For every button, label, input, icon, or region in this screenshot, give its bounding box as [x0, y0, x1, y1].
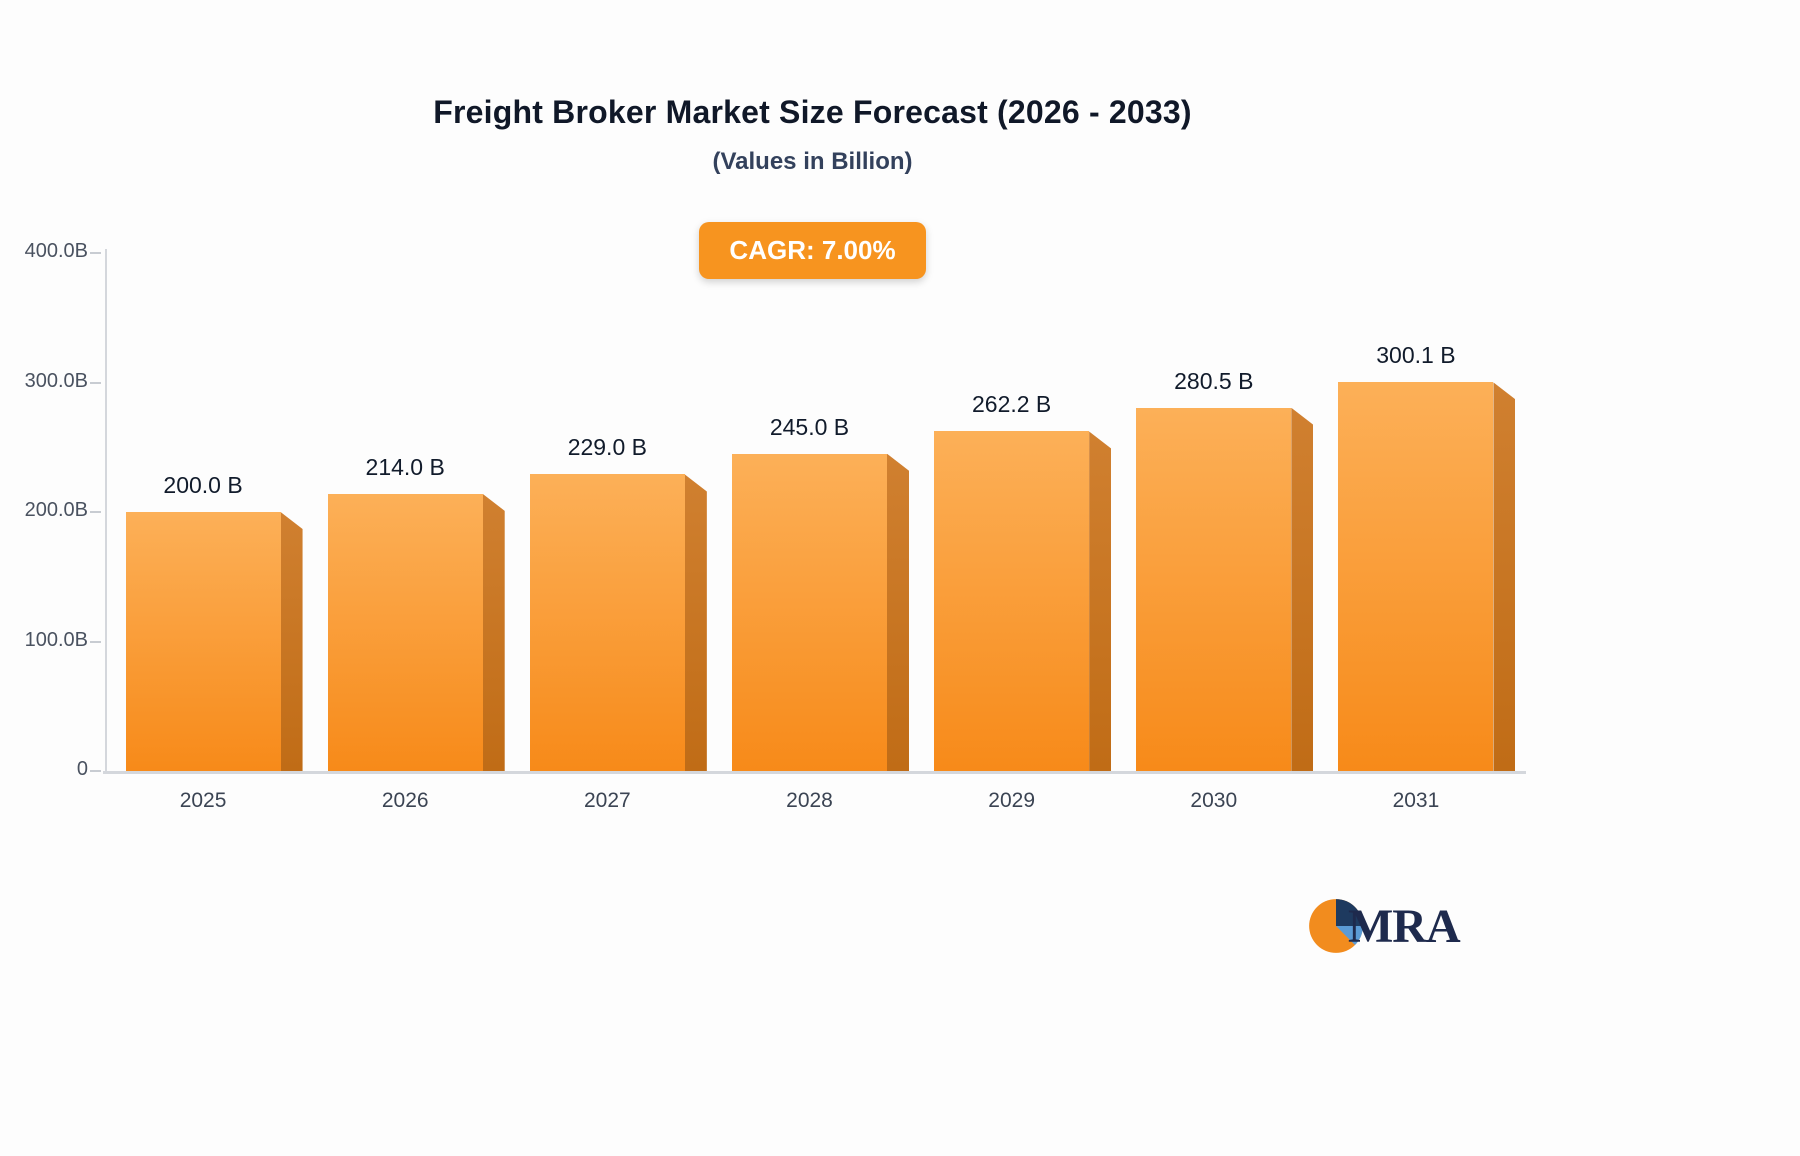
bar-group-2030: 280.5 B: [1136, 368, 1314, 771]
ytick-dash-400: [90, 252, 101, 254]
x-label-2029: 2029: [988, 789, 1035, 812]
ytick-dash-300: [90, 381, 101, 384]
ytick-label-100: 100.0B: [24, 628, 88, 651]
x-label-2031: 2031: [1392, 789, 1440, 812]
bar-value-2028: 245.0 B: [769, 413, 850, 440]
bar-group-2028: 245.0 B: [732, 414, 909, 771]
bar-value-2029: 262.2 B: [971, 391, 1052, 418]
bar-front-2031: [1338, 382, 1494, 771]
ytick-dash-200: [90, 511, 101, 513]
bar-value-2031: 300.1 B: [1376, 342, 1456, 369]
bar-front-2026: [327, 493, 483, 771]
bar-group-2031: 300.1 B: [1338, 342, 1516, 771]
ytick-label-300: 300.0B: [24, 369, 88, 392]
chart-subtitle: (Values in Billion): [712, 148, 913, 175]
logo-pie-icon: [1309, 899, 1363, 953]
bar-front-2028: [732, 453, 887, 771]
bar-value-2030: 280.5 B: [1174, 367, 1254, 394]
bar-value-2027: 229.0 B: [567, 434, 647, 461]
x-label-2025: 2025: [179, 789, 227, 812]
x-label-2026: 2026: [381, 789, 429, 812]
x-label-2027: 2027: [583, 789, 631, 812]
bar-group-2029: 262.2 B: [934, 391, 1112, 771]
bar-value-2025: 200.0 B: [163, 472, 243, 498]
ytick-label-400: 400.0B: [24, 240, 88, 262]
bar-side-2025: [280, 512, 303, 771]
bar-group-2026: 214.0 B: [327, 454, 505, 771]
bar-group-2025: 200.0 B: [125, 472, 303, 771]
bar-side-2028: [887, 453, 909, 771]
logo: MRA: [1308, 898, 1461, 954]
ytick-label-0: 0: [76, 758, 88, 780]
bar-value-2026: 214.0 B: [365, 453, 445, 480]
bar-side-2030: [1291, 407, 1314, 771]
ytick-dash-100: [90, 640, 101, 643]
bar-front-2029: [934, 431, 1090, 771]
bar-side-2029: [1089, 431, 1112, 771]
bar-group-2027: 229.0 B: [529, 434, 707, 771]
cagr-badge-wrap: CAGR: 7.00%: [105, 222, 1520, 279]
chart-title: Freight Broker Market Size Forecast (202…: [433, 94, 1192, 130]
y-axis-line: [105, 249, 107, 773]
bar-front-2030: [1136, 407, 1292, 771]
ytick-dash-0: [90, 770, 101, 772]
logo-text: MRA: [1348, 899, 1461, 953]
bar-front-2025: [125, 512, 281, 771]
cagr-badge: CAGR: 7.00%: [699, 222, 926, 279]
bar-side-2027: [684, 474, 707, 771]
x-axis-line: [103, 771, 1526, 774]
x-label-2030: 2030: [1190, 789, 1238, 812]
x-label-2028: 2028: [786, 789, 833, 812]
bar-side-2026: [482, 493, 505, 771]
bar-front-2027: [529, 474, 685, 771]
bar-side-2031: [1493, 382, 1516, 771]
ytick-label-200: 200.0B: [24, 499, 88, 521]
